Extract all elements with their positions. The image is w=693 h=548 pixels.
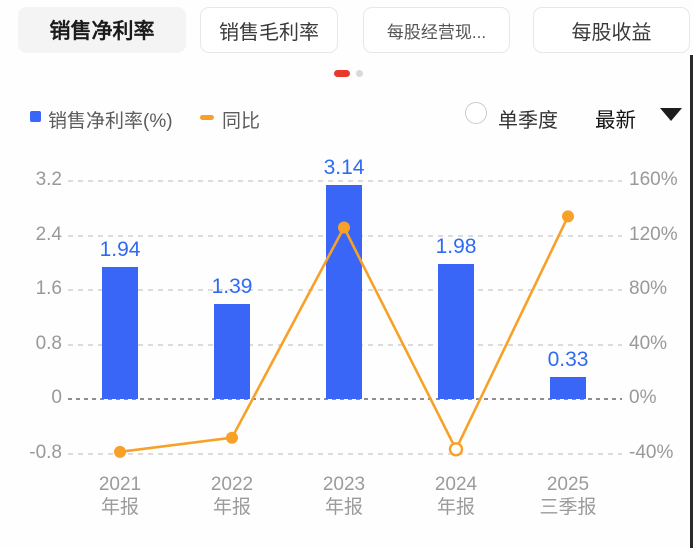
- left-axis-tick: 3.2: [35, 169, 62, 190]
- tab-eps-label: 每股收益: [571, 21, 652, 44]
- right-axis-tick: 40%: [629, 332, 668, 354]
- x-axis-label-2021: 2021 年报: [98, 474, 142, 518]
- x-axis-label-2024: 2024 年报: [434, 474, 478, 518]
- yoy-point: [562, 210, 574, 223]
- x-axis-label-2023: 2023 年报: [322, 474, 366, 518]
- tab-net-profit-margin[interactable]: 销售净利率: [18, 7, 186, 53]
- gridline-3.2: [68, 180, 622, 182]
- chevron-down-icon[interactable]: [660, 108, 682, 121]
- bar-2024 年报[interactable]: [438, 264, 474, 399]
- left-axis-tick: 0: [51, 387, 62, 408]
- yoy-point: [226, 431, 238, 444]
- tab-gross-profit-margin[interactable]: 销售毛利率: [200, 7, 338, 53]
- right-axis-tick: 80%: [629, 278, 668, 299]
- bar-value-label: 1.94: [99, 237, 141, 261]
- left-axis-tick: 1.6: [35, 278, 62, 299]
- tab-operating-cash-per-share[interactable]: 每股经营现...: [363, 7, 510, 53]
- screen-edge-divider: [690, 55, 693, 548]
- tab-gross-profit-margin-label: 销售毛利率: [219, 21, 319, 44]
- left-axis-tick: 2.4: [35, 223, 62, 245]
- left-axis-tick: 0.8: [35, 332, 62, 354]
- right-axis-tick: -40%: [629, 441, 674, 463]
- bar-2021 年报[interactable]: [102, 266, 138, 399]
- bar-value-label: 0.33: [547, 347, 589, 371]
- bar-2023 年报[interactable]: [326, 185, 362, 399]
- tab-net-profit-margin-label: 销售净利率: [49, 20, 155, 43]
- legend-bar-swatch-icon: [30, 111, 41, 122]
- bar-2022 年报[interactable]: [214, 304, 250, 399]
- tab-operating-cash-per-share-label: 每股经营现...: [386, 22, 487, 42]
- pager-dot-active[interactable]: [334, 70, 350, 77]
- gridline--0.8: [68, 452, 622, 455]
- pager-dot-inactive[interactable]: [356, 70, 363, 77]
- x-axis-label-2022: 2022 年报: [210, 474, 254, 518]
- left-axis-tick: -0.8: [29, 441, 62, 463]
- single-quarter-radio[interactable]: [465, 102, 487, 124]
- period-dropdown[interactable]: 最新: [595, 109, 636, 132]
- legend-yoy-label: 同比: [222, 111, 261, 132]
- right-axis-tick: 120%: [629, 223, 678, 245]
- right-axis-tick: 0%: [629, 387, 657, 408]
- single-quarter-label: 单季度: [498, 110, 558, 132]
- bar-value-label: 1.98: [435, 235, 477, 259]
- bar-value-label: 3.14: [323, 156, 365, 180]
- x-axis-label-2025: 2025 三季报: [539, 474, 597, 518]
- bar-value-label: 1.39: [211, 275, 253, 299]
- legend-line-swatch-icon: [200, 115, 214, 120]
- tab-earnings-per-share[interactable]: 每股收益: [533, 7, 690, 53]
- right-axis-tick: 160%: [629, 169, 678, 190]
- legend-net-profit-margin-label: 销售净利率(%): [48, 111, 173, 132]
- bar-2025 三季报[interactable]: [550, 376, 586, 399]
